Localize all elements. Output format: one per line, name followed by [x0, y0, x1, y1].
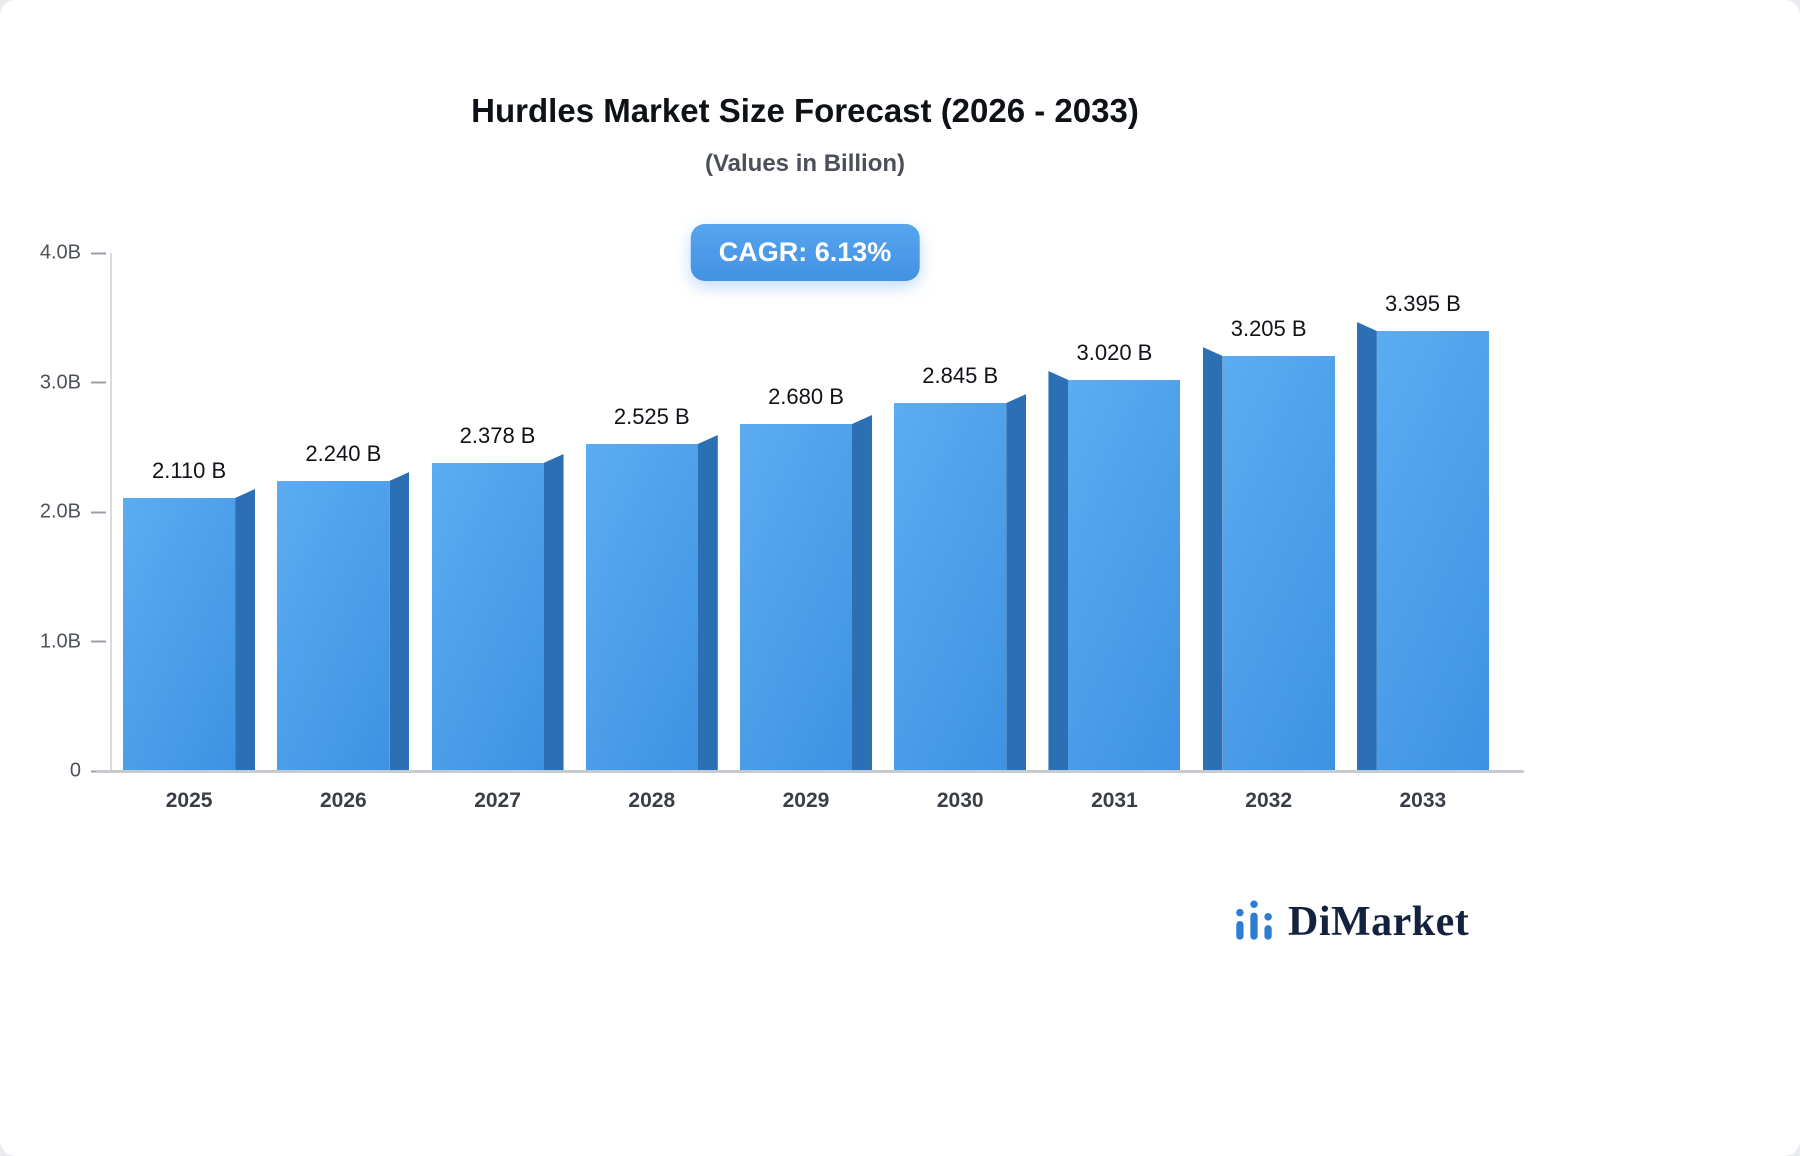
bar [585, 435, 718, 771]
bar [1202, 347, 1335, 771]
bar-side-face [851, 415, 872, 771]
bar-column: 2.378 B [420, 253, 574, 771]
y-axis-tick-label: 2.0B [39, 500, 81, 523]
x-axis-label: 2033 [1399, 789, 1447, 812]
y-axis-tick-label: 3.0B [39, 371, 81, 393]
bar-column: 2.110 B [112, 253, 266, 771]
bar [1356, 322, 1489, 771]
y-axis-tick: 4.0B [40, 242, 106, 265]
plot-area: 2.110 B 2.240 B 2.378 B 2.525 B 2.680 B 2.845… [112, 253, 1500, 771]
cagr-badge: CAGR: 6.13% [690, 224, 920, 281]
y-axis-tick-label: 0 [69, 759, 81, 782]
y-axis-tick-dash [91, 381, 106, 384]
bar-column: 3.395 B [1346, 253, 1500, 771]
bar-column: 2.845 B [883, 253, 1037, 771]
logo-text: DiMarket [1288, 899, 1470, 945]
y-axis-tick-label: 4.0B [39, 241, 81, 264]
bar-side-face [543, 454, 564, 771]
y-axis-tick: 3.0B [40, 371, 106, 394]
bar-side-face [1048, 371, 1069, 771]
bar-value-label: 2.845 B [922, 363, 999, 388]
chart-title: Hurdles Market Size Forecast (2026 - 203… [471, 92, 1139, 129]
x-axis-label: 2030 [936, 789, 984, 812]
bar-value-label: 3.020 B [1076, 340, 1153, 365]
bar-side-face [389, 472, 410, 771]
x-axis-label: 2026 [319, 789, 367, 812]
y-axis-line [110, 253, 112, 771]
bar-chart-icon [1236, 900, 1272, 940]
bar-side-face [1006, 394, 1027, 771]
y-axis-tick: 1.0B [40, 630, 106, 653]
bar-side-face [235, 489, 256, 771]
bar-front-face [1222, 356, 1335, 771]
bar [1048, 371, 1181, 771]
x-axis-label: 2027 [474, 789, 521, 812]
bar [123, 489, 256, 771]
bar-front-face [431, 463, 544, 771]
bar-column: 2.525 B [575, 253, 729, 771]
y-axis-tick-dash [91, 252, 106, 254]
x-axis-line [96, 770, 1524, 773]
bar-column: 2.680 B [729, 253, 883, 771]
bar-front-face [1376, 331, 1489, 771]
y-axis-tick: 2.0B [40, 501, 106, 524]
bar-front-face [1068, 380, 1181, 771]
x-axis-label: 2025 [165, 789, 213, 812]
y-axis-tick-label: 1.0B [39, 630, 81, 652]
bar-value-label: 2.525 B [613, 404, 690, 429]
bar-side-face [1202, 347, 1223, 771]
x-axis-label: 2028 [628, 789, 676, 812]
bar [894, 394, 1027, 771]
bar-front-face [123, 498, 236, 771]
bar-front-face [894, 403, 1007, 771]
bar-side-face [1356, 322, 1377, 771]
bar-value-label: 2.240 B [305, 441, 382, 466]
dimarket-logo: DiMarket [1230, 898, 1469, 946]
bar-column: 2.240 B [266, 253, 420, 771]
y-axis-tick-dash [91, 511, 106, 513]
x-axis-label: 2029 [782, 789, 830, 812]
bar-front-face [585, 444, 698, 771]
x-axis-label: 2032 [1245, 789, 1292, 812]
bar-side-face [697, 435, 718, 771]
bar-value-label: 2.378 B [459, 423, 536, 448]
chart-subtitle: (Values in Billion) [704, 150, 906, 177]
y-axis: 0 1.0B 2.0B 3.0B 4.0B [0, 242, 106, 782]
x-axis-labels: 2025 2026 2027 2028 2029 2030 2031 2032 2033 [112, 789, 1500, 813]
bar-value-label: 3.205 B [1230, 316, 1307, 341]
y-axis-tick-dash [91, 640, 106, 643]
bar-front-face [739, 424, 852, 771]
bar-value-label: 2.680 B [768, 384, 844, 409]
bar-column: 3.205 B [1192, 253, 1346, 771]
bar-value-label: 3.395 B [1384, 291, 1461, 316]
bar-value-label: 2.110 B [152, 458, 227, 483]
bar [277, 472, 410, 771]
bar-front-face [277, 481, 390, 771]
bar-column: 3.020 B [1037, 253, 1191, 771]
x-axis-label: 2031 [1091, 789, 1138, 812]
bar [739, 415, 872, 771]
bar [431, 454, 564, 771]
